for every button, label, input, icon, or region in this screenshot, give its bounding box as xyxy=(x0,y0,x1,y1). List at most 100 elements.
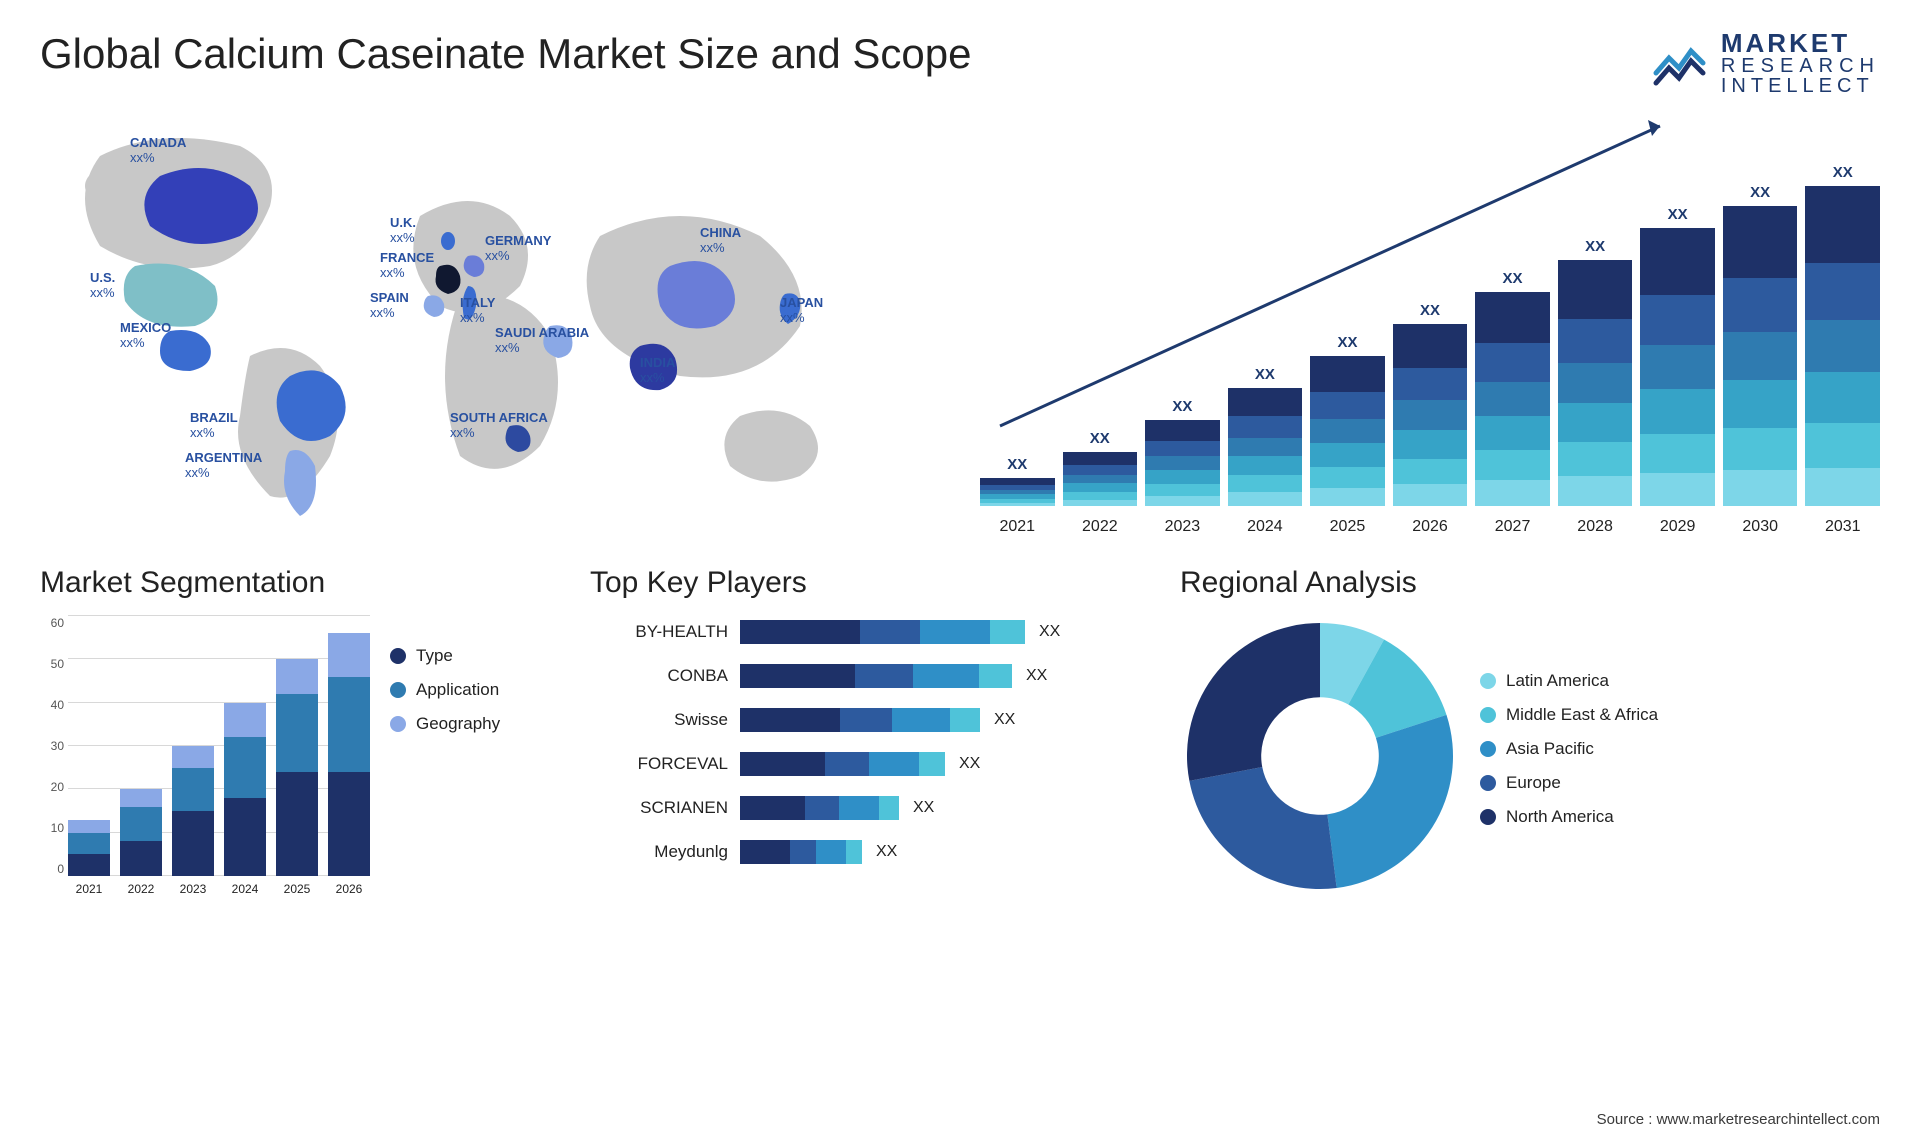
map-label: SOUTH AFRICAxx% xyxy=(450,411,548,441)
forecast-year-label: 2022 xyxy=(1063,518,1138,536)
forecast-value-label: XX xyxy=(1337,334,1357,351)
bottom-row: Market Segmentation 0102030405060 202120… xyxy=(40,566,1880,896)
seg-ytick: 20 xyxy=(40,780,64,794)
keyplayer-value: XX xyxy=(959,755,980,773)
seg-year-label: 2025 xyxy=(276,882,318,896)
map-label: ITALYxx% xyxy=(460,296,495,326)
forecast-bar: XX xyxy=(1805,186,1880,506)
seg-bar xyxy=(172,746,214,876)
legend-item: Asia Pacific xyxy=(1480,739,1658,759)
keyplayer-row: CONBAXX xyxy=(590,660,1150,692)
legend-item: Latin America xyxy=(1480,671,1658,691)
forecast-year-label: 2028 xyxy=(1558,518,1633,536)
legend-item: Europe xyxy=(1480,773,1658,793)
map-label: INDIAxx% xyxy=(640,356,675,386)
seg-ytick: 0 xyxy=(40,862,64,876)
segmentation-legend: Type Application Geography xyxy=(390,616,500,896)
world-map-panel: CANADAxx%U.S.xx%MEXICOxx%BRAZILxx%ARGENT… xyxy=(40,116,940,536)
map-label: GERMANYxx% xyxy=(485,234,551,264)
seg-ytick: 40 xyxy=(40,698,64,712)
brand-logo: MARKET RESEARCH INTELLECT xyxy=(1651,30,1880,96)
legend-swatch xyxy=(1480,775,1496,791)
seg-ytick: 10 xyxy=(40,821,64,835)
legend-label: Asia Pacific xyxy=(1506,739,1594,759)
keyplayer-name: Meydunlg xyxy=(590,842,740,862)
forecast-bar: XX xyxy=(1310,356,1385,506)
legend-label: North America xyxy=(1506,807,1614,827)
keyplayer-bar xyxy=(740,752,945,776)
map-argentina xyxy=(284,450,316,516)
map-label: BRAZILxx% xyxy=(190,411,238,441)
legend-swatch xyxy=(1480,809,1496,825)
forecast-year-label: 2023 xyxy=(1145,518,1220,536)
forecast-value-label: XX xyxy=(1833,164,1853,181)
seg-year-label: 2022 xyxy=(120,882,162,896)
keyplayer-name: Swisse xyxy=(590,710,740,730)
forecast-value-label: XX xyxy=(1090,430,1110,447)
logo-line2: RESEARCH xyxy=(1721,56,1880,76)
segmentation-panel: Market Segmentation 0102030405060 202120… xyxy=(40,566,560,896)
keyplayers-panel: Top Key Players BY-HEALTHXXCONBAXXSwisse… xyxy=(590,566,1150,896)
forecast-year-label: 2021 xyxy=(980,518,1055,536)
logo-line1: MARKET xyxy=(1721,30,1880,56)
keyplayer-value: XX xyxy=(994,711,1015,729)
keyplayer-name: CONBA xyxy=(590,666,740,686)
forecast-year-label: 2024 xyxy=(1228,518,1303,536)
forecast-bar: XX xyxy=(1145,420,1220,506)
keyplayer-row: FORCEVAL XX xyxy=(590,748,1150,780)
forecast-bar: XX xyxy=(980,478,1055,506)
legend-swatch xyxy=(390,682,406,698)
seg-bar xyxy=(276,659,318,876)
legend-item: Application xyxy=(390,680,500,700)
legend-swatch xyxy=(1480,673,1496,689)
map-label: CANADAxx% xyxy=(130,136,186,166)
legend-label: Latin America xyxy=(1506,671,1609,691)
seg-bar xyxy=(120,789,162,876)
legend-item: Middle East & Africa xyxy=(1480,705,1658,725)
seg-year-label: 2021 xyxy=(68,882,110,896)
legend-label: Middle East & Africa xyxy=(1506,705,1658,725)
forecast-bar: XX xyxy=(1475,292,1550,506)
map-label: JAPANxx% xyxy=(780,296,823,326)
donut-slice xyxy=(1327,715,1453,888)
seg-ytick: 50 xyxy=(40,657,64,671)
forecast-bar: XX xyxy=(1558,260,1633,506)
segmentation-chart: 0102030405060 202120222023202420252026 xyxy=(40,616,370,896)
map-label: ARGENTINAxx% xyxy=(185,451,262,481)
keyplayer-value: XX xyxy=(913,799,934,817)
forecast-value-label: XX xyxy=(1750,184,1770,201)
seg-bar xyxy=(68,820,110,876)
legend-swatch xyxy=(390,648,406,664)
map-label: SAUDI ARABIAxx% xyxy=(495,326,589,356)
keyplayer-row: SCRIANENXX xyxy=(590,792,1150,824)
map-label: CHINAxx% xyxy=(700,226,741,256)
forecast-year-label: 2025 xyxy=(1310,518,1385,536)
keyplayer-bar xyxy=(740,620,1025,644)
source-text: Source : www.marketresearchintellect.com xyxy=(1597,1111,1880,1128)
map-label: U.K.xx% xyxy=(390,216,416,246)
forecast-bar: XX xyxy=(1393,324,1468,506)
legend-item: Geography xyxy=(390,714,500,734)
forecast-bar: XX xyxy=(1063,452,1138,506)
donut-slice xyxy=(1189,767,1336,889)
top-row: CANADAxx%U.S.xx%MEXICOxx%BRAZILxx%ARGENT… xyxy=(40,116,1880,536)
forecast-year-label: 2030 xyxy=(1723,518,1798,536)
seg-year-label: 2026 xyxy=(328,882,370,896)
keyplayer-name: FORCEVAL xyxy=(590,754,740,774)
legend-label: Type xyxy=(416,646,453,666)
legend-label: Application xyxy=(416,680,499,700)
legend-swatch xyxy=(1480,741,1496,757)
map-label: U.S.xx% xyxy=(90,271,115,301)
seg-bar xyxy=(224,703,266,876)
forecast-year-label: 2029 xyxy=(1640,518,1715,536)
map-label: FRANCExx% xyxy=(380,251,434,281)
keyplayer-bar xyxy=(740,708,980,732)
forecast-value-label: XX xyxy=(1420,302,1440,319)
forecast-bar: XX xyxy=(1228,388,1303,506)
header: Global Calcium Caseinate Market Size and… xyxy=(40,30,1880,96)
keyplayers-title: Top Key Players xyxy=(590,566,1150,600)
map-us xyxy=(124,264,218,327)
legend-label: Geography xyxy=(416,714,500,734)
regional-legend: Latin America Middle East & Africa Asia Pa… xyxy=(1480,671,1658,841)
seg-year-label: 2024 xyxy=(224,882,266,896)
